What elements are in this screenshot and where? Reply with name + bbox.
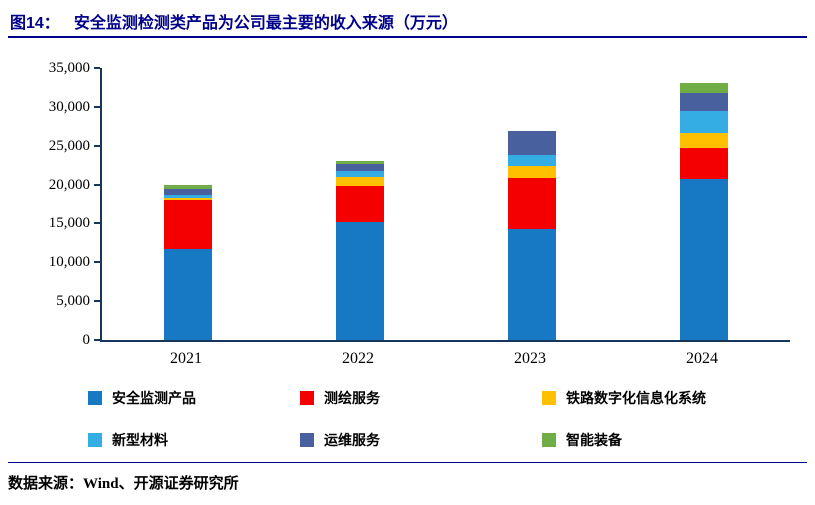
bar-slot-2021 [102,68,274,340]
legend-label: 测绘服务 [324,390,380,406]
bar-segment-测绘服务 [508,178,556,229]
figure-title-text: 安全监测检测类产品为公司最主要的收入来源（万元） [73,15,458,32]
bar-segment-安全监测产品 [164,249,212,340]
legend-label: 新型材料 [112,432,168,448]
bar-segment-智能装备 [680,82,728,93]
bar-segment-运维服务 [336,164,384,171]
bar-segment-运维服务 [508,131,556,156]
bar-segment-测绘服务 [164,200,212,250]
y-axis-tick [94,339,100,341]
legend-swatch-icon [300,433,314,447]
y-axis-tick [94,144,100,147]
x-axis-label: 2021 [170,350,202,367]
legend-label: 运维服务 [324,432,380,448]
legend-item-铁路数字化信息化系统: 铁路数字化信息化系统 [542,388,799,408]
y-axis-tick [94,222,100,225]
y-axis-label: 10,000 [48,254,90,271]
bar-segment-安全监测产品 [680,179,728,340]
x-axis-label: 2022 [342,350,374,367]
bar-segment-铁路数字化信息化系统 [164,197,212,201]
legend-swatch-icon [542,433,556,447]
figure-number: 图14： [10,15,60,32]
y-axis-label: 15,000 [48,215,90,232]
x-axis-label: 2024 [686,350,718,367]
stacked-bar-2021 [164,68,212,340]
legend-swatch-icon [88,391,102,405]
legend-swatch-icon [88,433,102,447]
y-axis-tick [94,183,100,186]
legend-swatch-icon [300,391,314,405]
bar-segment-铁路数字化信息化系统 [336,176,384,187]
legend-item-安全监测产品: 安全监测产品 [88,388,300,408]
bar-segment-铁路数字化信息化系统 [680,133,728,149]
y-axis-label: 25,000 [48,137,90,154]
bar-segment-安全监测产品 [336,221,384,340]
title-divider [8,36,807,38]
bar-segment-新型材料 [508,155,556,166]
bar-segment-安全监测产品 [508,228,556,340]
data-source-note: 数据来源：Wind、开源证券研究所 [8,476,239,492]
y-axis-label: 5,000 [56,293,90,310]
bar-segment-测绘服务 [336,186,384,222]
bar-segment-测绘服务 [680,148,728,180]
y-axis-tick [94,261,100,264]
y-axis-label: 0 [82,332,91,348]
stacked-bar-2024 [680,68,728,340]
bar-segment-新型材料 [164,194,212,198]
stacked-bar-2022 [336,68,384,340]
x-axis-label: 2023 [514,350,546,367]
bar-slot-2024 [618,68,790,340]
bar-segment-运维服务 [164,188,212,195]
bar-segment-铁路数字化信息化系统 [508,165,556,179]
y-axis-label: 35,000 [48,60,90,76]
y-axis-tick [94,300,100,303]
legend-label: 铁路数字化信息化系统 [566,390,706,406]
legend-label: 安全监测产品 [112,390,196,406]
chart-legend: 安全监测产品 测绘服务 铁路数字化信息化系统新型材料 运维服务 智能装备 [88,388,799,450]
x-axis: 2021 2022 2023 2024 [100,350,788,368]
legend-swatch-icon [542,391,556,405]
bar-segment-新型材料 [680,110,728,134]
figure-title: 图14： 安全监测检测类产品为公司最主要的收入来源（万元） [10,9,805,33]
legend-item-新型材料: 新型材料 [88,430,300,450]
y-axis-tick [94,105,100,108]
bar-segment-智能装备 [336,161,384,165]
bar-slot-2022 [274,68,446,340]
y-axis-label: 20,000 [48,176,90,193]
legend-label: 智能装备 [566,432,622,448]
bar-segment-运维服务 [680,92,728,111]
bar-slot-2023 [446,68,618,340]
bar-segment-智能装备 [164,185,212,189]
legend-item-运维服务: 运维服务 [300,430,542,450]
plot-area [100,68,790,342]
legend-item-智能装备: 智能装备 [542,430,799,450]
legend-item-测绘服务: 测绘服务 [300,388,542,408]
stacked-bar-2023 [508,68,556,340]
source-divider [8,462,807,463]
y-axis-label: 30,000 [48,98,90,115]
y-axis-tick [94,67,100,69]
bar-segment-新型材料 [336,170,384,177]
